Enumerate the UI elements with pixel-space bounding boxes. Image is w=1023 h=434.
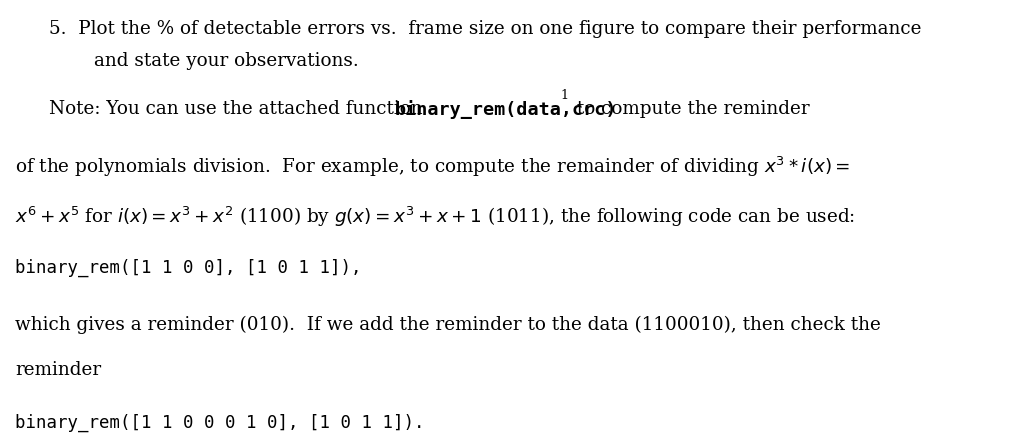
Text: of the polynomials division.  For example, to compute the remainder of dividing : of the polynomials division. For example… (15, 154, 851, 178)
Text: binary_rem(data,crc): binary_rem(data,crc) (395, 100, 617, 119)
Text: which gives a reminder (010).  If we add the reminder to the data (1100010), the: which gives a reminder (010). If we add … (15, 315, 881, 333)
Text: reminder: reminder (15, 360, 101, 378)
Text: $x^6 + x^5$ for $i(x) = x^3 + x^2$ (1100) by $g(x) = x^3 + x + 1$ (1011), the fo: $x^6 + x^5$ for $i(x) = x^3 + x^2$ (1100… (15, 204, 855, 228)
Text: 1: 1 (561, 89, 569, 102)
Text: to compute the reminder: to compute the reminder (571, 100, 809, 118)
Text: binary_rem([1 1 0 0], [1 0 1 1]),: binary_rem([1 1 0 0], [1 0 1 1]), (15, 258, 362, 276)
Text: and state your observations.: and state your observations. (94, 52, 359, 70)
Text: 5.  Plot the % of detectable errors vs.  frame size on one figure to compare the: 5. Plot the % of detectable errors vs. f… (49, 20, 922, 37)
Text: binary_rem([1 1 0 0 0 1 0], [1 0 1 1]).: binary_rem([1 1 0 0 0 1 0], [1 0 1 1]). (15, 412, 425, 431)
Text: Note: You can use the attached function: Note: You can use the attached function (49, 100, 429, 118)
